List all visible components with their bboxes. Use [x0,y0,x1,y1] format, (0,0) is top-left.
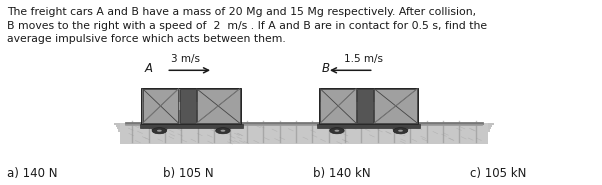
Bar [330,128,344,130]
Bar [197,89,240,123]
Bar [393,128,408,130]
Ellipse shape [220,130,225,132]
Bar [143,89,178,123]
Bar [374,89,417,123]
Ellipse shape [393,128,408,134]
Bar [117,127,491,130]
Bar [120,132,488,134]
Bar [152,128,167,130]
Bar [116,125,492,127]
Bar [120,123,488,144]
Bar [320,102,417,110]
Bar [317,124,420,128]
Bar [124,138,484,140]
Bar [114,123,494,125]
Text: The freight cars A and B have a mass of 20 Mg and 15 Mg respectively. After coll: The freight cars A and B have a mass of … [7,7,476,17]
Bar [119,130,489,132]
Bar [121,134,487,136]
Bar [141,88,241,124]
Text: 3 m/s: 3 m/s [171,54,200,64]
Text: B: B [322,62,330,75]
Bar [320,89,356,123]
Bar [122,136,486,138]
Bar [357,89,373,123]
Text: 1.5 m/s: 1.5 m/s [344,54,383,64]
Ellipse shape [216,128,230,134]
Text: c) 105 kN: c) 105 kN [470,167,526,180]
Text: b) 105 N: b) 105 N [163,167,213,180]
Bar [179,89,196,123]
Bar [216,128,230,130]
Ellipse shape [152,128,167,134]
Bar [126,142,482,144]
Ellipse shape [335,130,340,132]
Bar [319,88,418,124]
Bar [125,140,483,142]
Text: average impulsive force which acts between them.: average impulsive force which acts betwe… [7,34,286,44]
Ellipse shape [157,130,162,132]
Ellipse shape [398,130,403,132]
Bar [143,102,240,110]
Bar [140,124,243,128]
Text: B moves to the right with a speed of  2  m/s . If A and B are in contact for 0.5: B moves to the right with a speed of 2 m… [7,21,488,31]
Ellipse shape [330,128,344,134]
Text: b) 140 kN: b) 140 kN [313,167,371,180]
Text: A: A [144,62,152,75]
Text: a) 140 N: a) 140 N [7,167,58,180]
